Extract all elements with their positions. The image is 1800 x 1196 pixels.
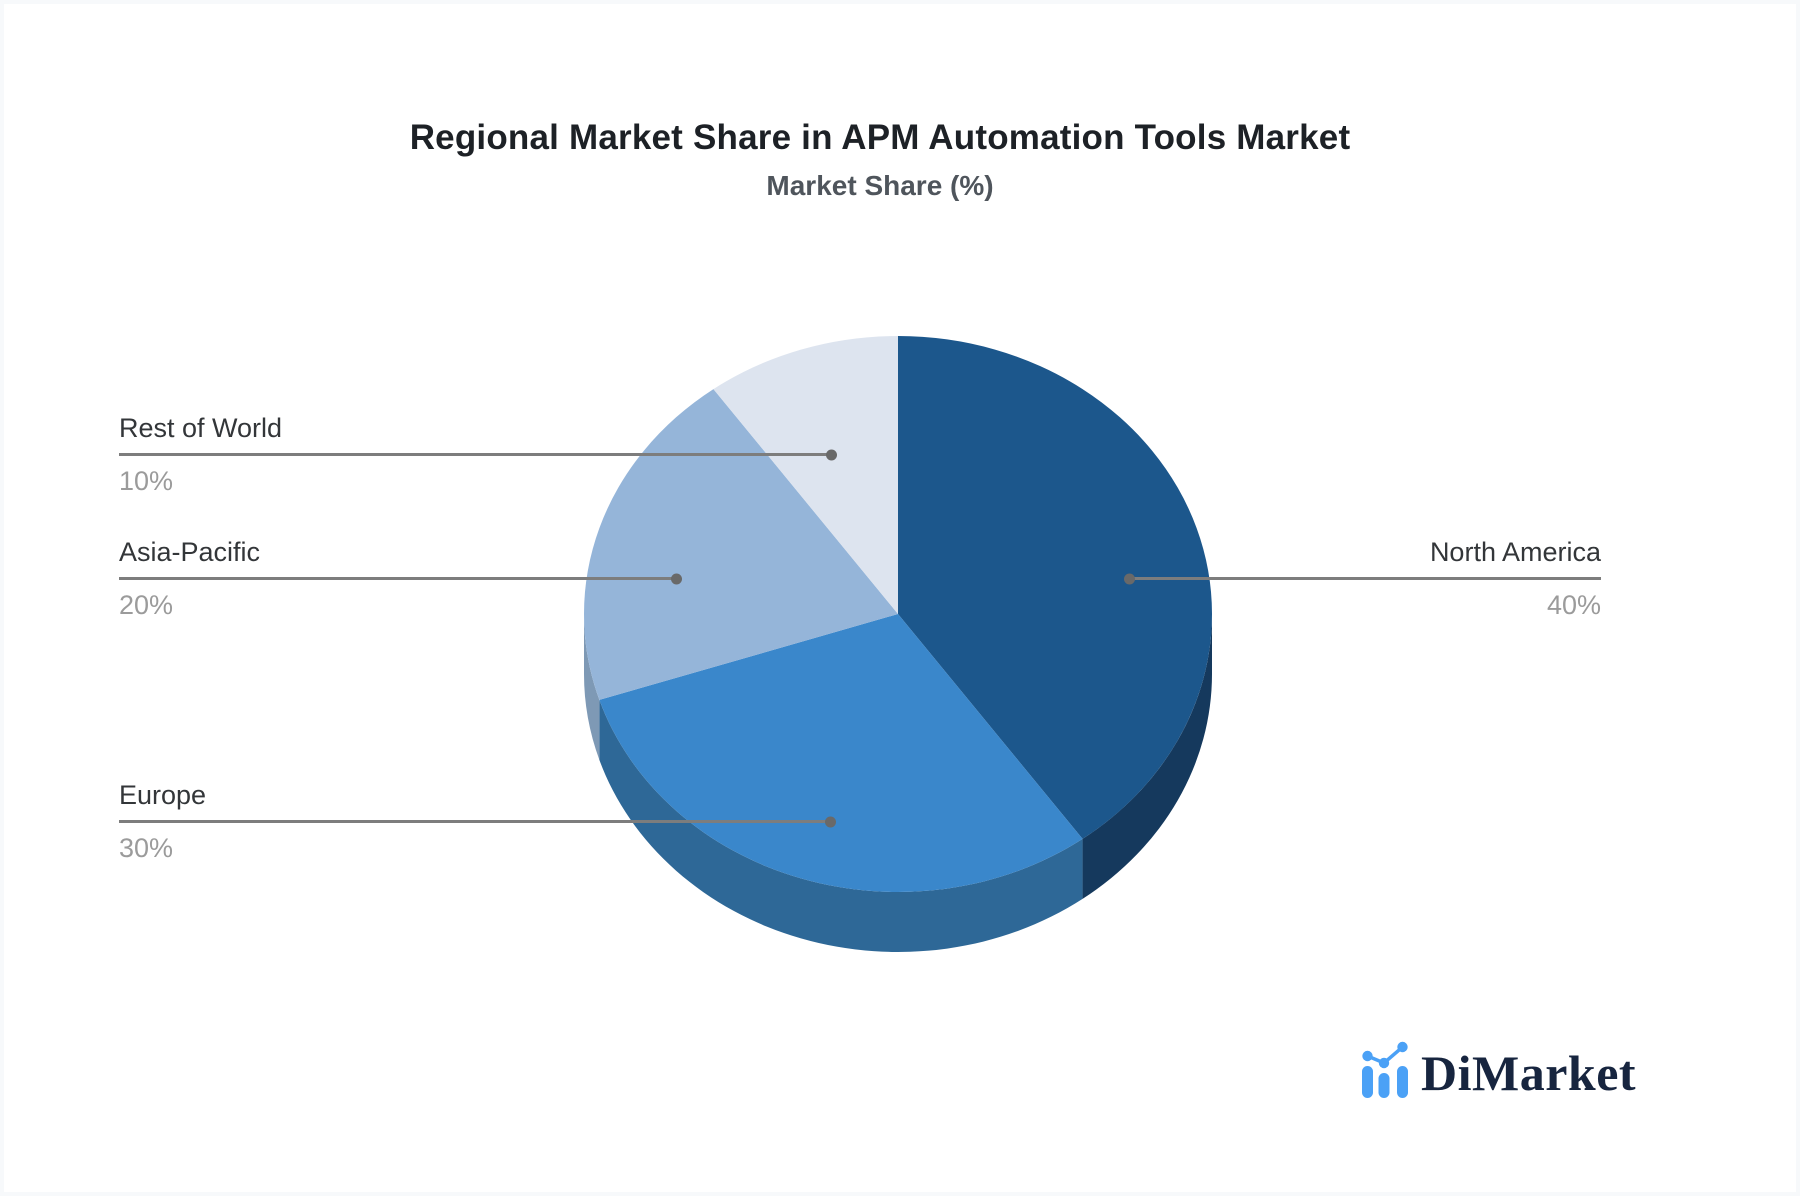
leader-dot: [826, 449, 837, 460]
callout-rest-of-world: Rest of World 10%: [119, 413, 837, 497]
logo-bars-icon: [1362, 1041, 1408, 1098]
callout-value: 20%: [119, 590, 174, 620]
callout-value: 10%: [119, 466, 174, 496]
pie-slice-north-america: [898, 336, 1213, 839]
callout-label: North America: [1429, 537, 1601, 567]
callout-europe: Europe 30%: [119, 780, 836, 864]
logo-text: DiMarket: [1421, 1045, 1637, 1101]
leader-line: [119, 816, 836, 827]
leader-dot: [671, 573, 682, 584]
callout-value: 40%: [1546, 590, 1601, 620]
leader-dot: [825, 816, 836, 827]
callout-asia-pacific: Asia-Pacific 20%: [119, 537, 682, 621]
callout-label: Asia-Pacific: [119, 537, 261, 567]
pie-slice-side-asia-pacific: [584, 614, 600, 760]
chart-title: Regional Market Share in APM Automation …: [409, 118, 1351, 157]
pie-slice-asia-pacific: [583, 389, 898, 700]
callout-label: Rest of World: [119, 413, 283, 443]
callout-north-america: North America 40%: [1124, 537, 1601, 621]
callout-label: Europe: [119, 780, 207, 810]
leader-dot: [1124, 573, 1135, 584]
leader-line: [119, 449, 837, 460]
leader-line: [119, 573, 682, 584]
leader-line: [1124, 573, 1601, 584]
pie-slice-side-north-america: [1082, 614, 1212, 899]
pie-slice-rest-of-world: [713, 336, 898, 614]
logo: DiMarket: [1362, 1034, 1636, 1098]
callout-value: 30%: [119, 833, 174, 863]
pie-slice-side-europe: [599, 699, 1083, 952]
chart-subtitle: Market Share (%): [766, 170, 994, 201]
